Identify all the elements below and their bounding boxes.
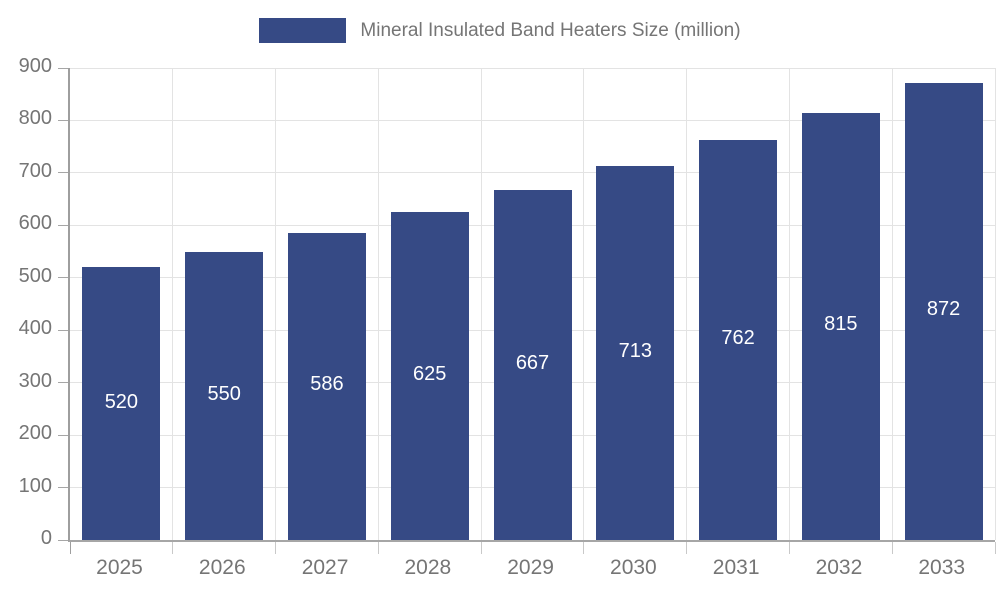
x-tick	[583, 542, 585, 554]
y-tick	[58, 382, 68, 384]
x-tick	[275, 542, 277, 554]
x-gridline	[377, 68, 379, 540]
y-axis-tick-label: 200	[18, 422, 52, 445]
bar-value-label: 550	[207, 382, 241, 405]
legend-label: Mineral Insulated Band Heaters Size (mil…	[360, 19, 741, 41]
y-gridline	[70, 172, 995, 174]
y-axis-tick-label: 700	[18, 159, 52, 182]
x-axis-tick-label: 2033	[918, 556, 966, 579]
bar-value-label: 815	[824, 313, 858, 336]
bar	[185, 251, 264, 540]
bar	[493, 190, 572, 540]
bar-value-label: 872	[926, 298, 961, 321]
y-tick	[58, 67, 68, 69]
x-tick	[172, 542, 174, 554]
bar	[596, 166, 675, 540]
bar-value-label: 762	[721, 327, 755, 350]
x-gridline	[275, 68, 277, 540]
bar-value-label: 586	[310, 373, 344, 396]
y-axis-tick-label: 100	[18, 474, 52, 497]
x-axis-tick-label: 2028	[404, 556, 452, 579]
y-tick	[58, 277, 68, 279]
x-axis-tick-label: 2029	[507, 556, 554, 579]
y-tick	[58, 172, 68, 174]
bar	[287, 232, 366, 540]
x-gridline	[994, 68, 996, 540]
y-tick	[58, 487, 68, 489]
y-tick	[58, 119, 68, 121]
x-tick	[891, 542, 893, 554]
y-axis-tick-label: 800	[18, 107, 52, 130]
y-tick	[58, 539, 68, 541]
x-tick	[994, 542, 996, 554]
x-gridline	[583, 68, 585, 540]
chart-legend: Mineral Insulated Band Heaters Size (mil…	[0, 18, 1000, 43]
y-gridline	[70, 119, 995, 121]
bar-value-label: 713	[618, 340, 652, 363]
y-axis-tick-label: 400	[18, 317, 52, 340]
x-axis-tick-label: 2025	[96, 556, 143, 579]
y-axis-tick-label: 600	[18, 212, 52, 235]
y-axis-tick-label: 500	[18, 264, 52, 287]
x-tick	[377, 542, 379, 554]
x-tick	[686, 542, 688, 554]
bar-value-label: 625	[413, 363, 447, 386]
y-gridline	[70, 67, 995, 69]
bar	[82, 267, 161, 540]
bar	[390, 212, 469, 540]
y-tick	[58, 224, 68, 226]
bar	[801, 112, 880, 540]
x-axis-tick-label: 2030	[610, 556, 657, 579]
x-tick	[480, 542, 482, 554]
x-gridline	[172, 68, 174, 540]
legend-swatch-icon	[259, 18, 347, 43]
x-axis-tick-label: 2032	[815, 556, 863, 579]
bar	[699, 140, 778, 540]
x-gridline	[788, 68, 790, 540]
x-axis-tick-label: 2027	[301, 556, 349, 579]
y-axis-tick-label: 0	[40, 527, 52, 549]
x-gridline	[686, 68, 688, 540]
y-tick	[58, 434, 68, 436]
plot-area: 520 550 586 625 667 713 762 815 872	[58, 67, 996, 554]
x-tick	[788, 542, 790, 554]
y-tick	[58, 329, 68, 331]
x-axis-tick-label: 2026	[198, 556, 246, 579]
y-axis-tick-label: 900	[18, 55, 52, 77]
bar-value-label: 520	[104, 390, 139, 413]
x-gridline	[480, 68, 482, 540]
x-axis-tick-label: 2031	[712, 556, 760, 579]
bar-value-label: 667	[515, 352, 550, 375]
bar	[904, 82, 983, 540]
x-gridline	[891, 68, 893, 540]
x-tick	[69, 542, 71, 554]
y-axis-tick-label: 300	[18, 369, 52, 392]
